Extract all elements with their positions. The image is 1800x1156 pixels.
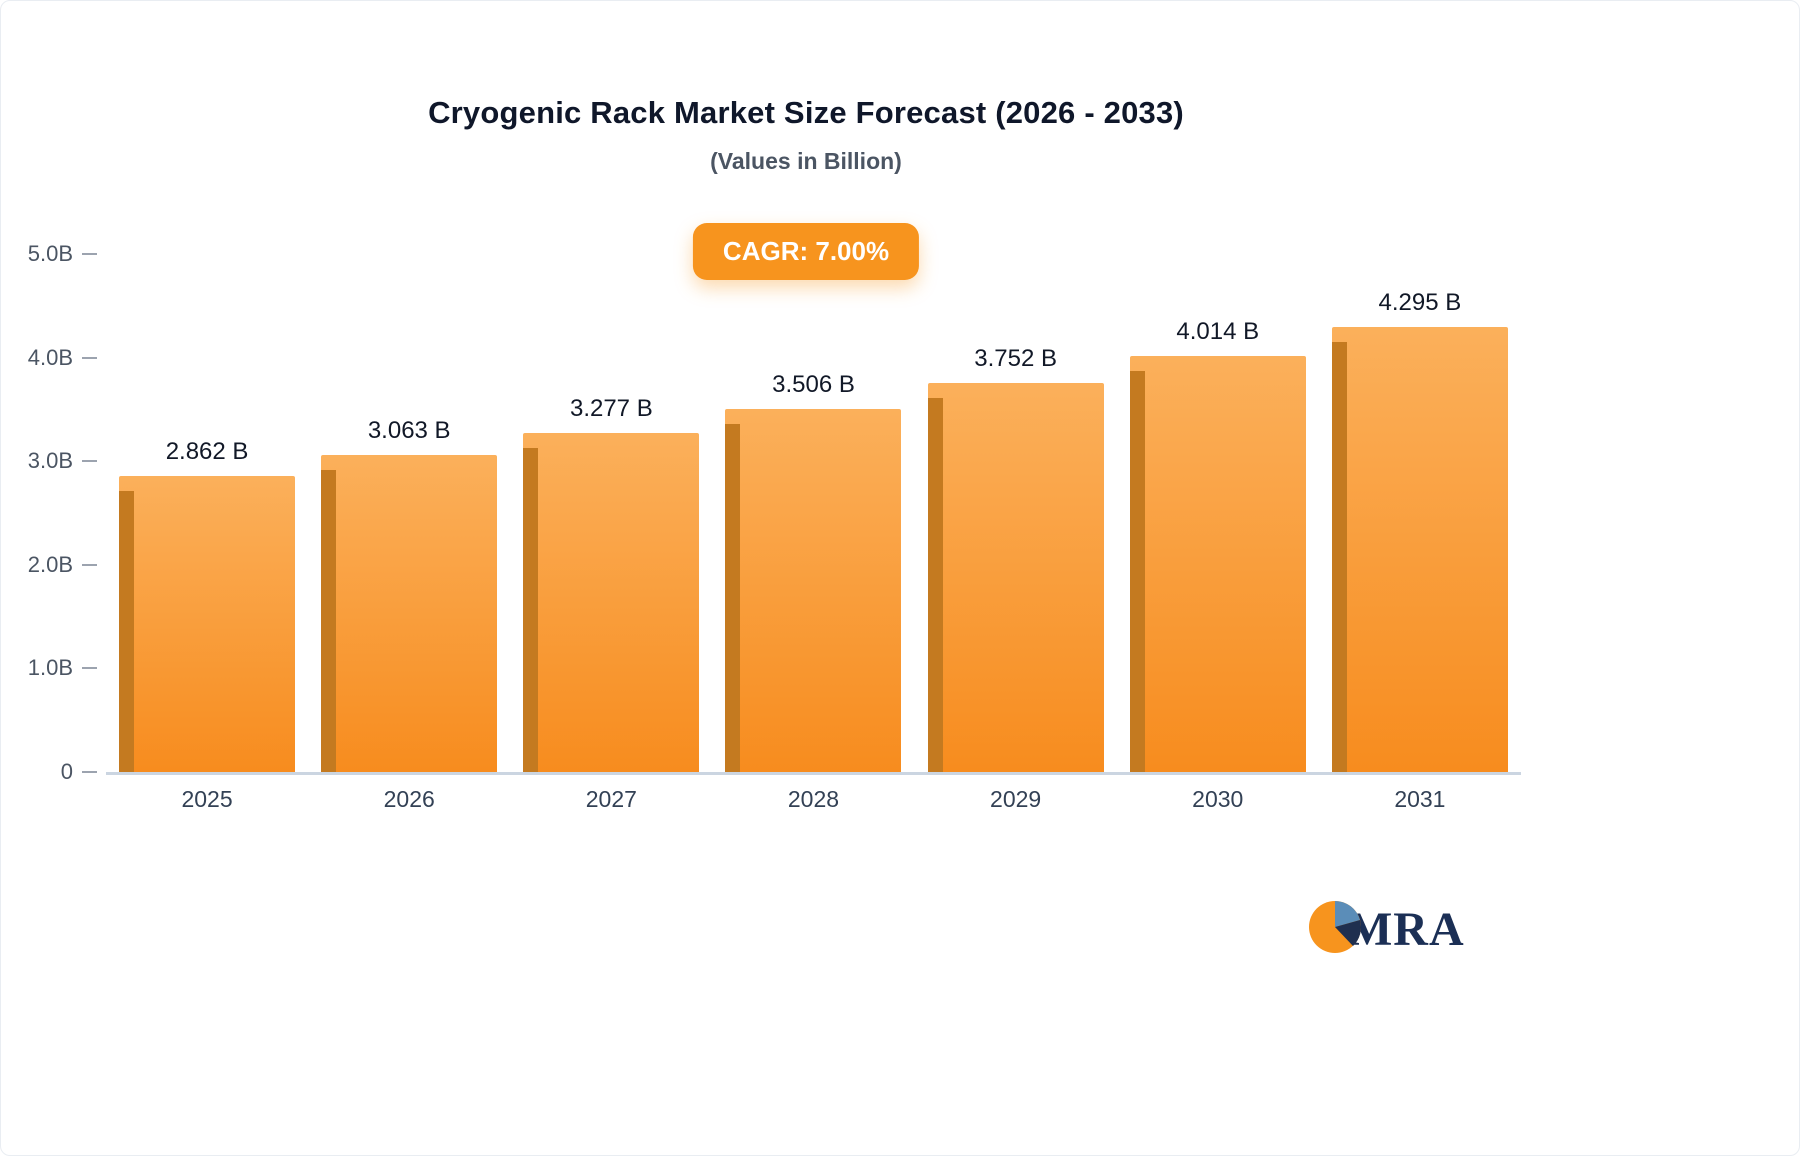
bar xyxy=(1331,327,1508,772)
bar-group: 3.063 B xyxy=(321,254,498,772)
y-axis-tick-label: 3.0B xyxy=(27,448,73,474)
bar-group: 4.295 B xyxy=(1331,254,1508,772)
y-axis-tick-mark xyxy=(82,563,97,566)
y-axis-tick-mark xyxy=(82,771,97,773)
y-axis-tick-mark xyxy=(82,460,97,463)
x-axis-label: 2031 xyxy=(1394,786,1446,812)
bar-3d-side xyxy=(1129,371,1145,772)
bar-value-label: 3.506 B xyxy=(772,370,855,398)
x-axis: 2025 2026 2027 2028 2029 2030 2031 xyxy=(106,786,1521,813)
bar xyxy=(1129,356,1306,772)
y-axis-tick-mark xyxy=(82,667,97,670)
bar-3d-side xyxy=(119,490,135,772)
bar-value-label: 2.862 B xyxy=(165,437,249,465)
bar-value-label: 4.014 B xyxy=(1176,318,1260,346)
bar xyxy=(119,475,296,772)
y-axis-tick-label: 5.0B xyxy=(27,241,73,266)
x-axis-label: 2030 xyxy=(1192,786,1244,812)
y-axis-tick-label: 4.0B xyxy=(27,344,73,370)
bar-group: 3.506 B xyxy=(725,254,902,772)
bar-value-label: 4.295 B xyxy=(1378,289,1462,317)
bar xyxy=(927,383,1104,772)
x-axis-label: 2029 xyxy=(990,786,1042,812)
bar-group: 4.014 B xyxy=(1129,254,1306,772)
plot-area: 0 1.0B 2.0B 3.0B 4.0B 5.0B 2.862 B 3.063 B 3.27… xyxy=(28,241,1521,812)
bar xyxy=(725,408,902,772)
bar xyxy=(321,454,498,772)
bar-3d-side xyxy=(523,447,539,772)
x-axis-label: 2028 xyxy=(787,786,840,812)
x-axis-label: 2025 xyxy=(181,786,233,812)
cagr-badge: CAGR: 7.00% xyxy=(692,223,920,280)
bar-group: 3.277 B xyxy=(523,254,700,772)
x-axis-label: 2026 xyxy=(383,786,435,812)
y-axis-tick-mark xyxy=(82,356,97,359)
y-axis-tick-label: 0 xyxy=(60,759,73,784)
bar-3d-side xyxy=(927,398,943,772)
bar-group: 2.862 B xyxy=(119,254,296,772)
brand-logo: MRA xyxy=(1307,899,1465,960)
bar-value-label: 3.752 B xyxy=(974,345,1057,373)
chart-title: Cryogenic Rack Market Size Forecast (202… xyxy=(428,95,1184,130)
bar-group: 3.752 B xyxy=(927,254,1104,772)
bar-value-label: 3.277 B xyxy=(569,394,653,422)
bar-3d-side xyxy=(1331,342,1347,772)
bar-value-label: 3.063 B xyxy=(367,416,451,444)
bar-3d-side xyxy=(321,469,337,772)
y-axis-tick-label: 1.0B xyxy=(27,655,73,681)
chart-subtitle: (Values in Billion) xyxy=(710,148,902,174)
y-axis-tick-mark xyxy=(82,253,97,255)
logo-text: MRA xyxy=(1347,903,1465,956)
x-axis-label: 2027 xyxy=(585,786,637,812)
pie-logo-icon xyxy=(1307,899,1363,960)
bar xyxy=(523,432,700,772)
y-axis-tick-label: 2.0B xyxy=(27,551,73,577)
bar-series: 2.862 B 3.063 B 3.277 B 3.506 B 3.752 B 4.014… xyxy=(106,254,1521,772)
bar-3d-side xyxy=(725,423,741,772)
